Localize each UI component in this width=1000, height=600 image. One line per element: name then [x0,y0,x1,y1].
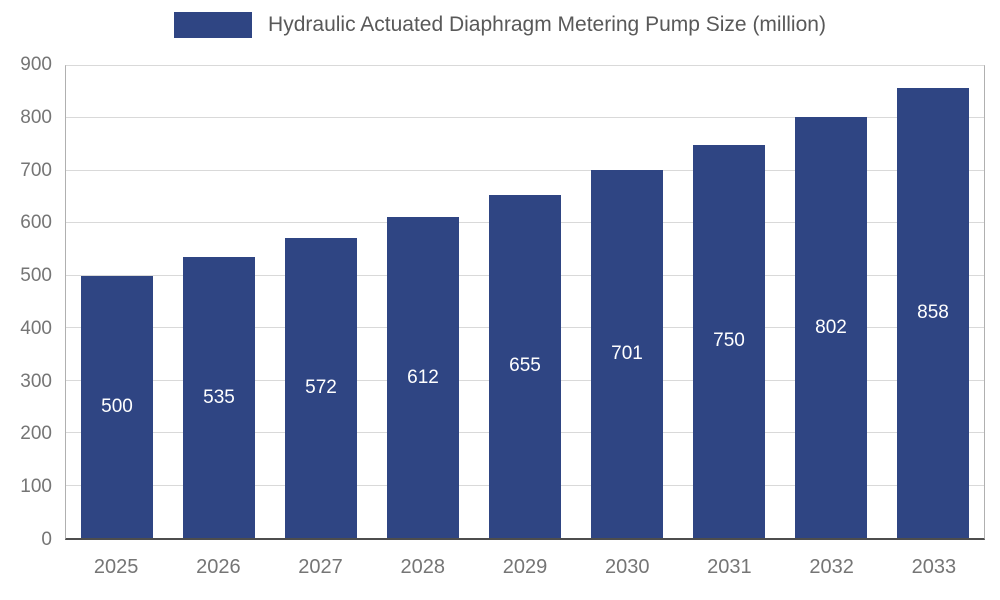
bar-value-label: 802 [815,316,847,338]
bars-container: 500 535 572 612 655 701 750 802 858 [66,66,984,538]
bar-2029: 655 [489,194,561,538]
x-tick-label: 2033 [911,556,957,578]
y-tick-label: 200 [20,423,52,445]
x-tick-label: 2026 [196,556,241,578]
bar-value-label: 701 [611,343,643,365]
y-tick-label: 900 [20,54,52,75]
legend: Hydraulic Actuated Diaphragm Metering Pu… [0,12,1000,38]
bar-slot: 655 [474,66,576,538]
bar-2030: 701 [591,170,663,538]
x-tick-label: 2032 [809,556,854,578]
bar-value-label: 750 [713,330,745,352]
bar-value-label: 858 [917,302,949,324]
bar-slot: 500 [66,66,168,538]
legend-swatch [174,12,253,38]
bar-slot: 535 [168,66,270,538]
y-tick-label: 300 [20,370,52,392]
y-tick-label: 600 [20,212,52,234]
x-tick-label: 2025 [93,556,139,578]
x-tick-label: 2027 [298,556,343,578]
y-axis: 0 100 200 300 400 500 600 700 800 900 [0,54,58,550]
bar-2025: 500 [81,275,153,538]
y-tick-label: 800 [20,106,52,128]
bar-2031: 750 [693,144,765,538]
x-tick-label: 2031 [707,556,752,578]
bar-value-label: 500 [101,395,133,417]
bar-2032: 802 [795,117,867,538]
y-tick-label: 700 [20,159,52,181]
y-tick-label: 100 [20,476,52,498]
bar-2028: 612 [387,217,459,538]
x-tick-label: 2030 [604,556,650,578]
bar-slot: 701 [576,66,678,538]
bar-slot: 750 [678,66,780,538]
bar-2026: 535 [183,257,255,538]
bar-2027: 572 [285,238,357,538]
x-tick-label: 2028 [400,556,446,578]
bar-value-label: 612 [407,366,439,388]
plot-area: 500 535 572 612 655 701 750 802 858 [65,65,985,540]
bar-slot: 858 [882,66,984,538]
gridline [66,117,984,119]
gridline [66,65,984,66]
chart-title: Hydraulic Actuated Diaphragm Metering Pu… [268,13,826,36]
x-axis: 2025 2026 2027 2028 2029 2030 2031 2032 2033 [65,556,985,586]
bar-value-label: 572 [305,377,337,399]
y-tick-label: 400 [20,317,52,339]
bar-slot: 612 [372,66,474,538]
x-tick-label: 2029 [502,556,548,578]
y-tick-label: 0 [41,529,52,550]
bar-value-label: 535 [203,386,235,408]
bar-2033: 858 [897,88,969,538]
bar-slot: 572 [270,66,372,538]
bar-value-label: 655 [509,355,541,377]
gridline [66,169,984,171]
y-tick-label: 500 [20,265,52,287]
bar-slot: 802 [780,66,882,538]
